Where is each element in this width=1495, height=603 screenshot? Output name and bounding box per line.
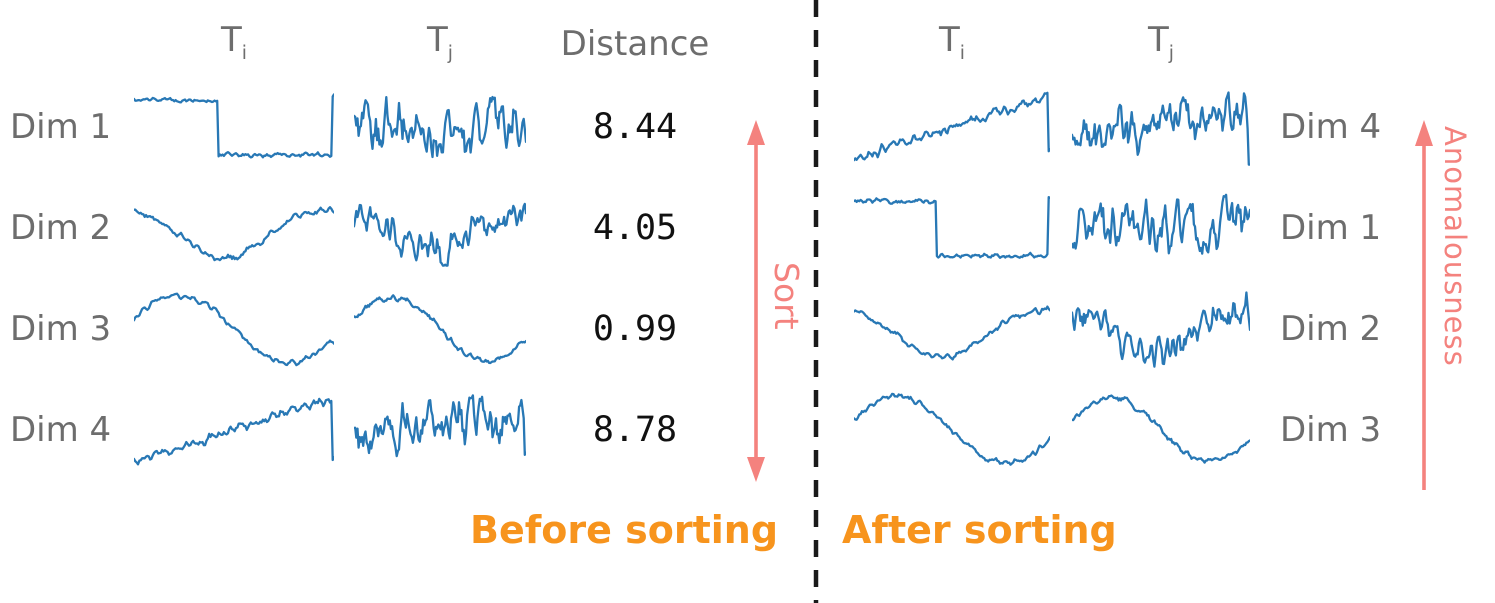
- dim-label: Dim 4: [10, 409, 112, 450]
- tj-cell: [1058, 390, 1264, 470]
- ti-sparkline: [134, 292, 334, 366]
- row-dim-3: Dim 3 0.99: [10, 278, 750, 379]
- after-sorting-caption: After sorting: [842, 508, 1117, 552]
- row-dim-2: Dim 2 4.05: [10, 177, 750, 278]
- tj-header: Tj: [427, 20, 453, 64]
- ti-sparkline: [854, 304, 1050, 361]
- row-dim-3: Dim 3: [846, 379, 1410, 480]
- tj-cell: [340, 188, 540, 268]
- distance-value: 8.78: [592, 409, 678, 450]
- distance-value: 4.05: [592, 207, 678, 248]
- ti-cell: [846, 85, 1058, 169]
- after-sorting-panel: Ti Tj Dim 4 Dim 1 Dim 2 Dim 3: [846, 12, 1410, 480]
- ti-sparkline: [134, 205, 334, 261]
- ti-header: Ti: [221, 20, 247, 64]
- tj-header: Tj: [1148, 20, 1174, 64]
- tj-sparkline: [354, 95, 526, 158]
- right-header-row: Ti Tj: [846, 12, 1410, 64]
- row-dim-1: Dim 1: [846, 177, 1410, 278]
- dim-label: Dim 3: [1280, 409, 1382, 450]
- tj-sparkline: [354, 393, 526, 457]
- ti-sparkline: [854, 91, 1050, 161]
- distance-header: Distance: [560, 24, 710, 64]
- ti-header: Ti: [939, 20, 965, 64]
- tj-cell: [340, 390, 540, 470]
- ti-cell: [128, 287, 340, 371]
- ti-cell: [846, 186, 1058, 270]
- ti-cell: [846, 287, 1058, 371]
- ti-cell: [128, 85, 340, 169]
- row-dim-4: Dim 4 8.78: [10, 379, 750, 480]
- anomalousness-arrow-icon: [1415, 120, 1433, 490]
- ti-sparkline: [854, 392, 1050, 466]
- tj-sparkline: [1072, 90, 1250, 166]
- row-dim-1: Dim 1 8.44: [10, 76, 750, 177]
- tj-sparkline: [1072, 290, 1250, 368]
- ti-cell: [128, 388, 340, 472]
- sort-label: Sort: [767, 262, 806, 330]
- dim-label: Dim 3: [10, 308, 112, 349]
- tj-cell: [1058, 188, 1264, 268]
- dim-label: Dim 1: [1280, 207, 1382, 248]
- tj-cell: [340, 87, 540, 167]
- sort-arrow-icon: [747, 120, 765, 482]
- tj-sparkline: [1072, 393, 1250, 464]
- anomalousness-label: Anomalousness: [1438, 126, 1472, 367]
- ti-cell: [128, 186, 340, 270]
- dim-label: Dim 4: [1280, 106, 1382, 147]
- tj-cell: [1058, 289, 1264, 369]
- tj-cell: [340, 289, 540, 369]
- tj-sparkline: [354, 293, 526, 364]
- tj-sparkline: [354, 202, 526, 267]
- ti-sparkline: [854, 195, 1050, 259]
- ti-sparkline: [134, 92, 334, 159]
- dim-label: Dim 2: [10, 207, 112, 248]
- left-header-row: Ti Tj Distance: [10, 12, 750, 64]
- ti-cell: [846, 388, 1058, 472]
- distance-value: 0.99: [592, 308, 678, 349]
- before-sorting-panel: Ti Tj Distance Dim 1 8.44 Dim 2 4.05 Dim…: [10, 12, 750, 480]
- dim-label: Dim 2: [1280, 308, 1382, 349]
- row-dim-2: Dim 2: [846, 278, 1410, 379]
- tj-cell: [1058, 87, 1264, 167]
- dim-label: Dim 1: [10, 106, 112, 147]
- ti-sparkline: [134, 397, 334, 465]
- before-sorting-caption: Before sorting: [470, 508, 779, 552]
- dashed-divider: [813, 0, 819, 603]
- tj-sparkline: [1072, 193, 1250, 255]
- distance-value: 8.44: [592, 106, 678, 147]
- row-dim-4: Dim 4: [846, 76, 1410, 177]
